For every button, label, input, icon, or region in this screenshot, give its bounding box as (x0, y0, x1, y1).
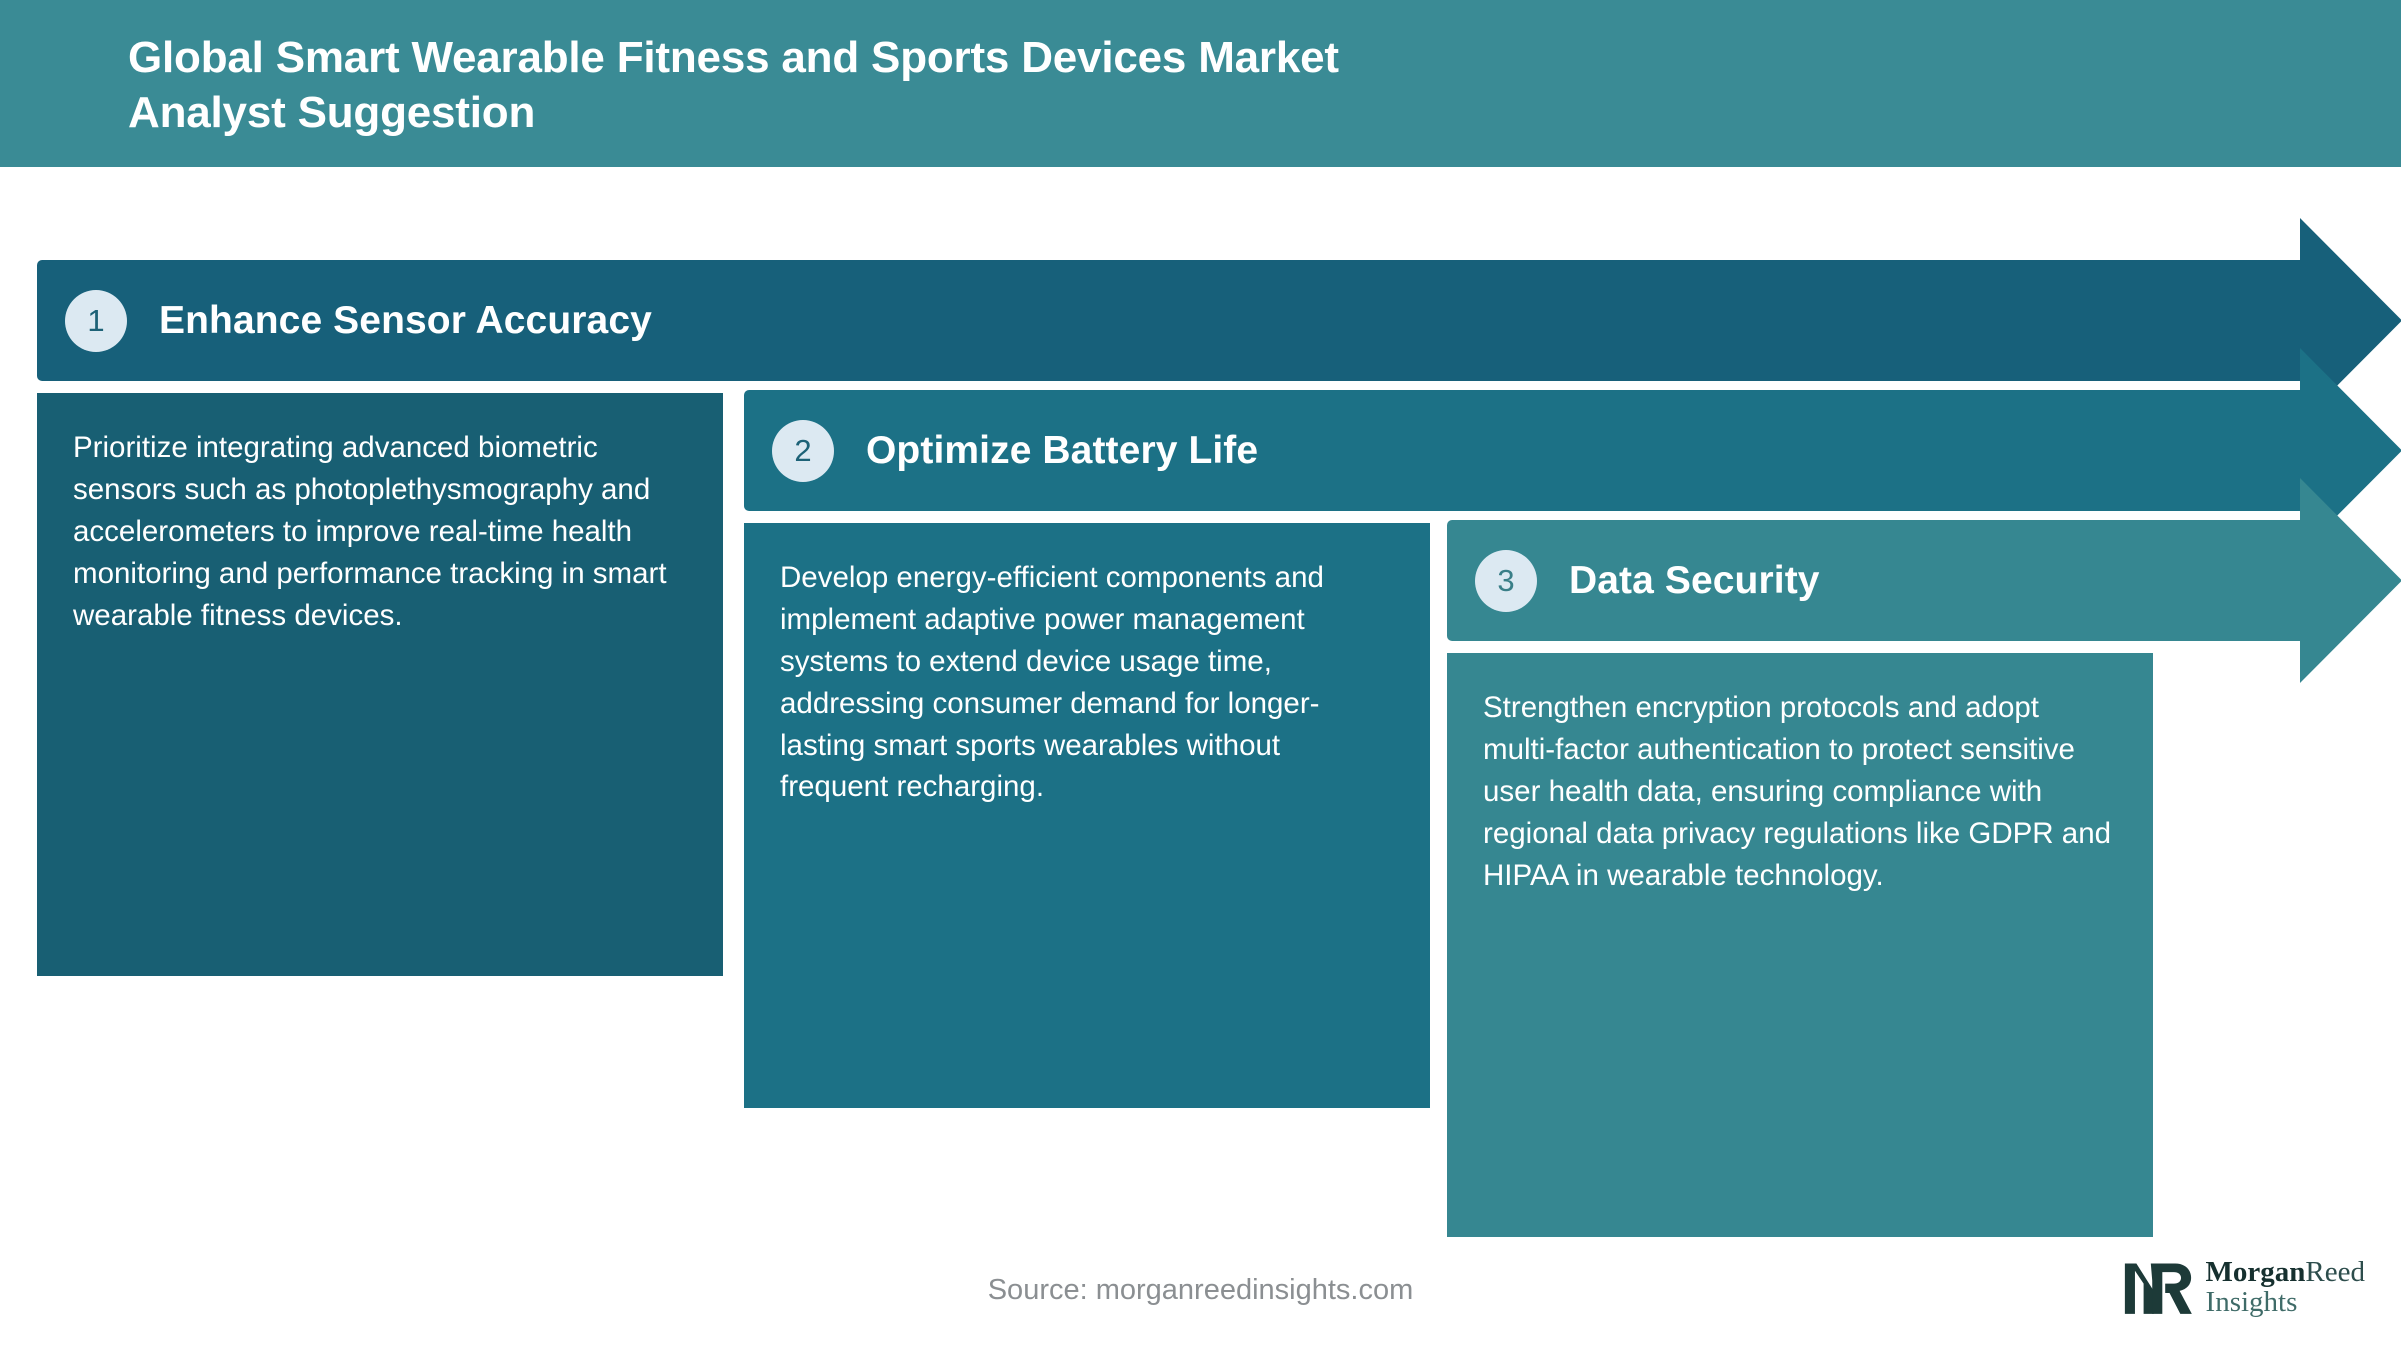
arrow-head-icon-3 (2222, 478, 2401, 683)
step-number-1: 1 (87, 303, 105, 338)
step-badge-3: 3 (1475, 549, 1537, 612)
arrow-row-3: 3 Data Security (1447, 478, 2401, 683)
logo-word-insights: Insights (2205, 1285, 2298, 1318)
logo-word-morgan: Morgan (2205, 1256, 2306, 1288)
logo-word-reed: Reed (2305, 1256, 2365, 1288)
arrow-bar-2 (744, 390, 2222, 511)
step-number-3: 3 (1497, 563, 1515, 598)
step-body-text-1: Prioritize integrating advanced biometri… (73, 431, 667, 632)
arrow-head-icon-1 (2222, 218, 2401, 423)
header-band: Global Smart Wearable Fitness and Sports… (0, 0, 2401, 167)
step-body-card-3: Strengthen encryption protocols and adop… (1447, 653, 2153, 1237)
step-title-3: Data Security (1569, 558, 1820, 602)
page-title: Global Smart Wearable Fitness and Sports… (128, 33, 1339, 138)
arrow-bar-1 (37, 260, 2222, 381)
step-body-card-1: Prioritize integrating advanced biometri… (37, 393, 723, 976)
arrow-head-icon-2 (2222, 348, 2401, 553)
arrow-row-1: 1 Enhance Sensor Accuracy (37, 218, 2401, 423)
logo-wordmark: MorganReed Insights (2205, 1256, 2365, 1318)
step-title-2: Optimize Battery Life (866, 428, 1259, 472)
step-body-text-2: Develop energy-efficient components and … (780, 561, 1324, 804)
brand-logo: MorganReed Insights (2122, 1256, 2365, 1318)
step-badge-2: 2 (772, 419, 834, 482)
step-title-1: Enhance Sensor Accuracy (159, 298, 652, 342)
step-badge-1: 1 (65, 289, 127, 352)
step-body-text-3: Strengthen encryption protocols and adop… (1483, 691, 2112, 892)
arrow-row-2: 2 Optimize Battery Life (744, 348, 2401, 553)
step-body-card-2: Develop energy-efficient components and … (744, 523, 1430, 1108)
mr-monogram-icon (2124, 1263, 2192, 1314)
source-note: Source: morganreedinsights.com (987, 1274, 1414, 1306)
step-number-2: 2 (794, 433, 812, 468)
arrow-bar-3 (1447, 520, 2222, 641)
